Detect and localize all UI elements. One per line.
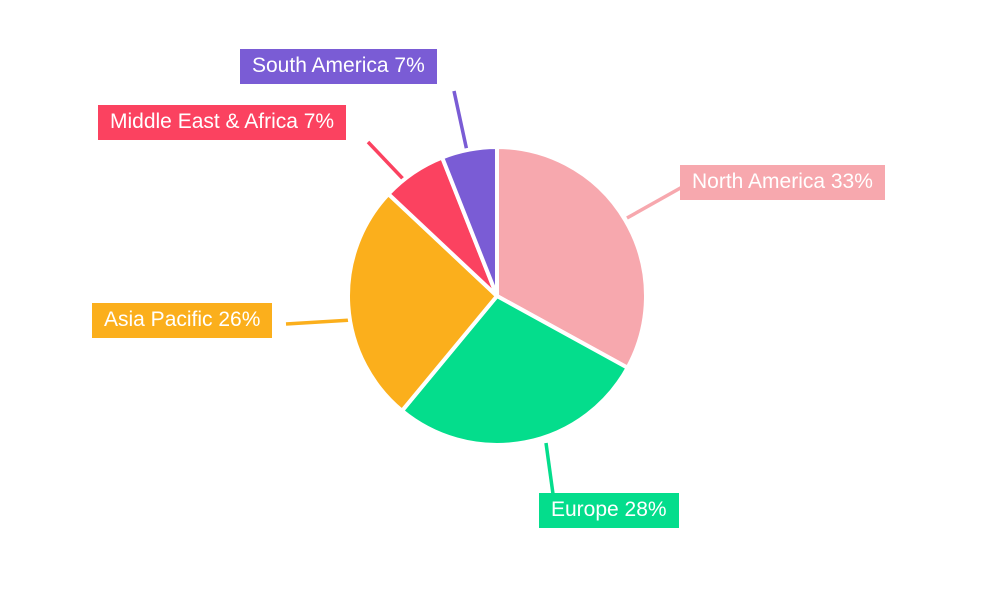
leader-line-europe (544, 442, 555, 495)
leader-line-north-america (626, 184, 685, 220)
leader-line-asia-pacific (285, 318, 353, 326)
pie-slice-asia-pacific[interactable] (345, 192, 499, 413)
pie-label-north-america-text: North America 33% (692, 170, 873, 193)
pie-label-north-america[interactable]: North America 33% (680, 165, 885, 200)
pie-slice-north-america[interactable] (495, 145, 648, 370)
pie-slice-south-america[interactable] (440, 145, 499, 298)
pie-slice-europe[interactable] (400, 294, 630, 447)
pie-label-middle-east-africa[interactable]: Middle East & Africa 7% (98, 105, 347, 140)
pie-label-middle-east-africa-text: Middle East & Africa 7% (110, 110, 335, 133)
pie-label-asia-pacific[interactable]: Asia Pacific 26% (92, 303, 273, 338)
pie-slices (345, 145, 648, 447)
pie-label-asia-pacific-text: Asia Pacific 26% (104, 308, 261, 331)
pie-label-europe[interactable]: Europe 28% (539, 493, 679, 528)
pie-label-south-america-text: South America 7% (252, 54, 425, 77)
pie-label-europe-text: Europe 28% (551, 498, 667, 521)
pie-label-south-america[interactable]: South America 7% (240, 49, 437, 84)
